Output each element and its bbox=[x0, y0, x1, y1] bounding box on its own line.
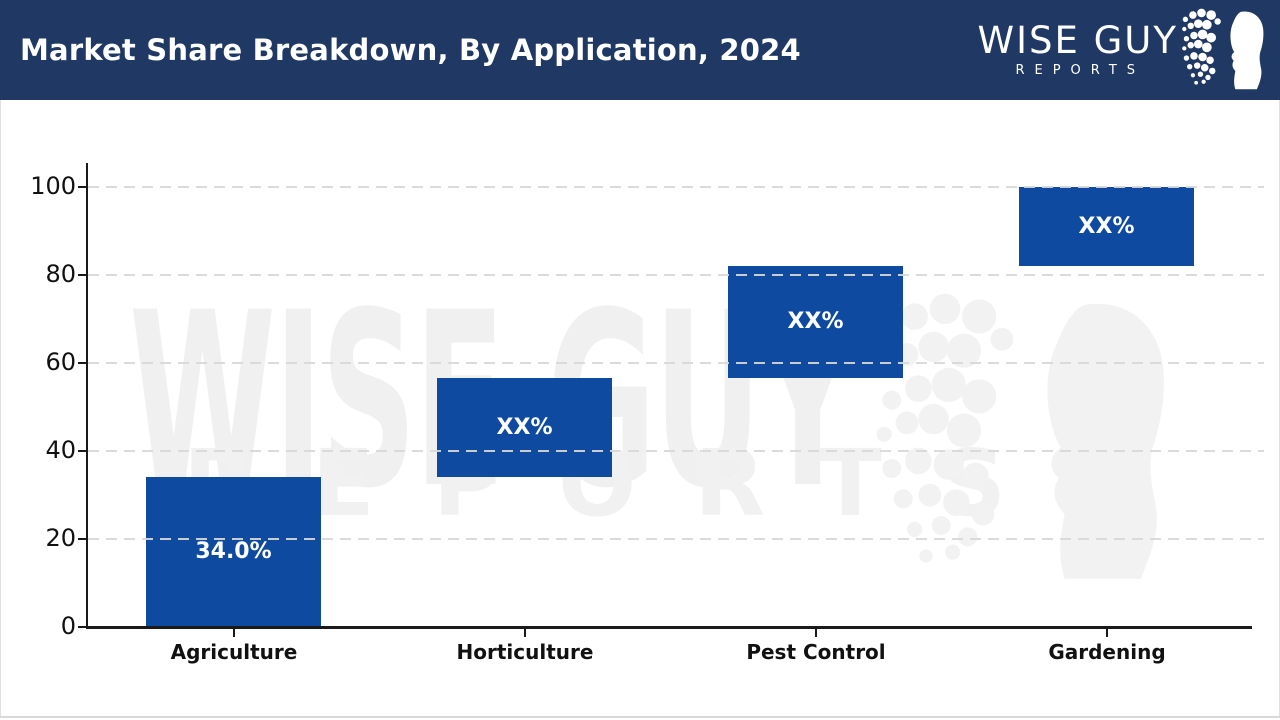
bar-horticulture bbox=[437, 378, 612, 477]
x-tick-3 bbox=[1106, 629, 1108, 637]
y-tick-label-100: 100 bbox=[30, 172, 76, 200]
logo-text: WISE GUY REPORTS bbox=[978, 22, 1178, 78]
bar-value-label: XX% bbox=[787, 309, 844, 334]
bar-value-label: 34.0% bbox=[195, 539, 272, 564]
watermark-face-icon bbox=[876, 293, 1164, 579]
x-category-label: Gardening bbox=[1048, 640, 1166, 664]
y-axis-spine bbox=[86, 163, 88, 629]
wise-guy-reports-logo: WISE GUY REPORTS bbox=[978, 8, 1280, 92]
bar-agriculture bbox=[146, 477, 321, 627]
x-category-label: Pest Control bbox=[746, 640, 886, 664]
x-category-label: Horticulture bbox=[456, 640, 594, 664]
gridline-80 bbox=[88, 274, 1264, 276]
y-tick-80 bbox=[78, 274, 88, 276]
bottom-border bbox=[0, 716, 1280, 718]
bar-gardening bbox=[1019, 187, 1194, 266]
gridline-100 bbox=[88, 186, 1264, 188]
logo-wordmark: WISE GUY bbox=[977, 19, 1178, 62]
logo-subtitle: REPORTS bbox=[1015, 63, 1146, 78]
logo-face-icon bbox=[1182, 8, 1264, 90]
y-tick-label-20: 20 bbox=[45, 524, 76, 552]
gridline-60 bbox=[88, 362, 1264, 364]
y-tick-label-80: 80 bbox=[45, 260, 76, 288]
bar-value-label: XX% bbox=[496, 415, 553, 440]
header: Market Share Breakdown, By Application, … bbox=[0, 0, 1280, 100]
y-tick-label-40: 40 bbox=[45, 436, 76, 464]
y-tick-20 bbox=[78, 538, 88, 540]
gridline-20 bbox=[88, 538, 1264, 540]
y-tick-0 bbox=[78, 626, 88, 628]
y-tick-label-60: 60 bbox=[45, 348, 76, 376]
page-title: Market Share Breakdown, By Application, … bbox=[20, 33, 801, 67]
y-tick-60 bbox=[78, 362, 88, 364]
bar-value-label: XX% bbox=[1078, 214, 1135, 239]
y-tick-40 bbox=[78, 450, 88, 452]
x-tick-0 bbox=[233, 629, 235, 637]
y-tick-label-0: 0 bbox=[60, 612, 76, 640]
x-tick-1 bbox=[524, 629, 526, 637]
x-axis-spine bbox=[86, 626, 1252, 629]
x-tick-2 bbox=[815, 629, 817, 637]
gridline-40 bbox=[88, 450, 1264, 452]
y-tick-100 bbox=[78, 186, 88, 188]
x-category-label: Agriculture bbox=[170, 640, 298, 664]
bar-pest-control bbox=[728, 266, 903, 378]
